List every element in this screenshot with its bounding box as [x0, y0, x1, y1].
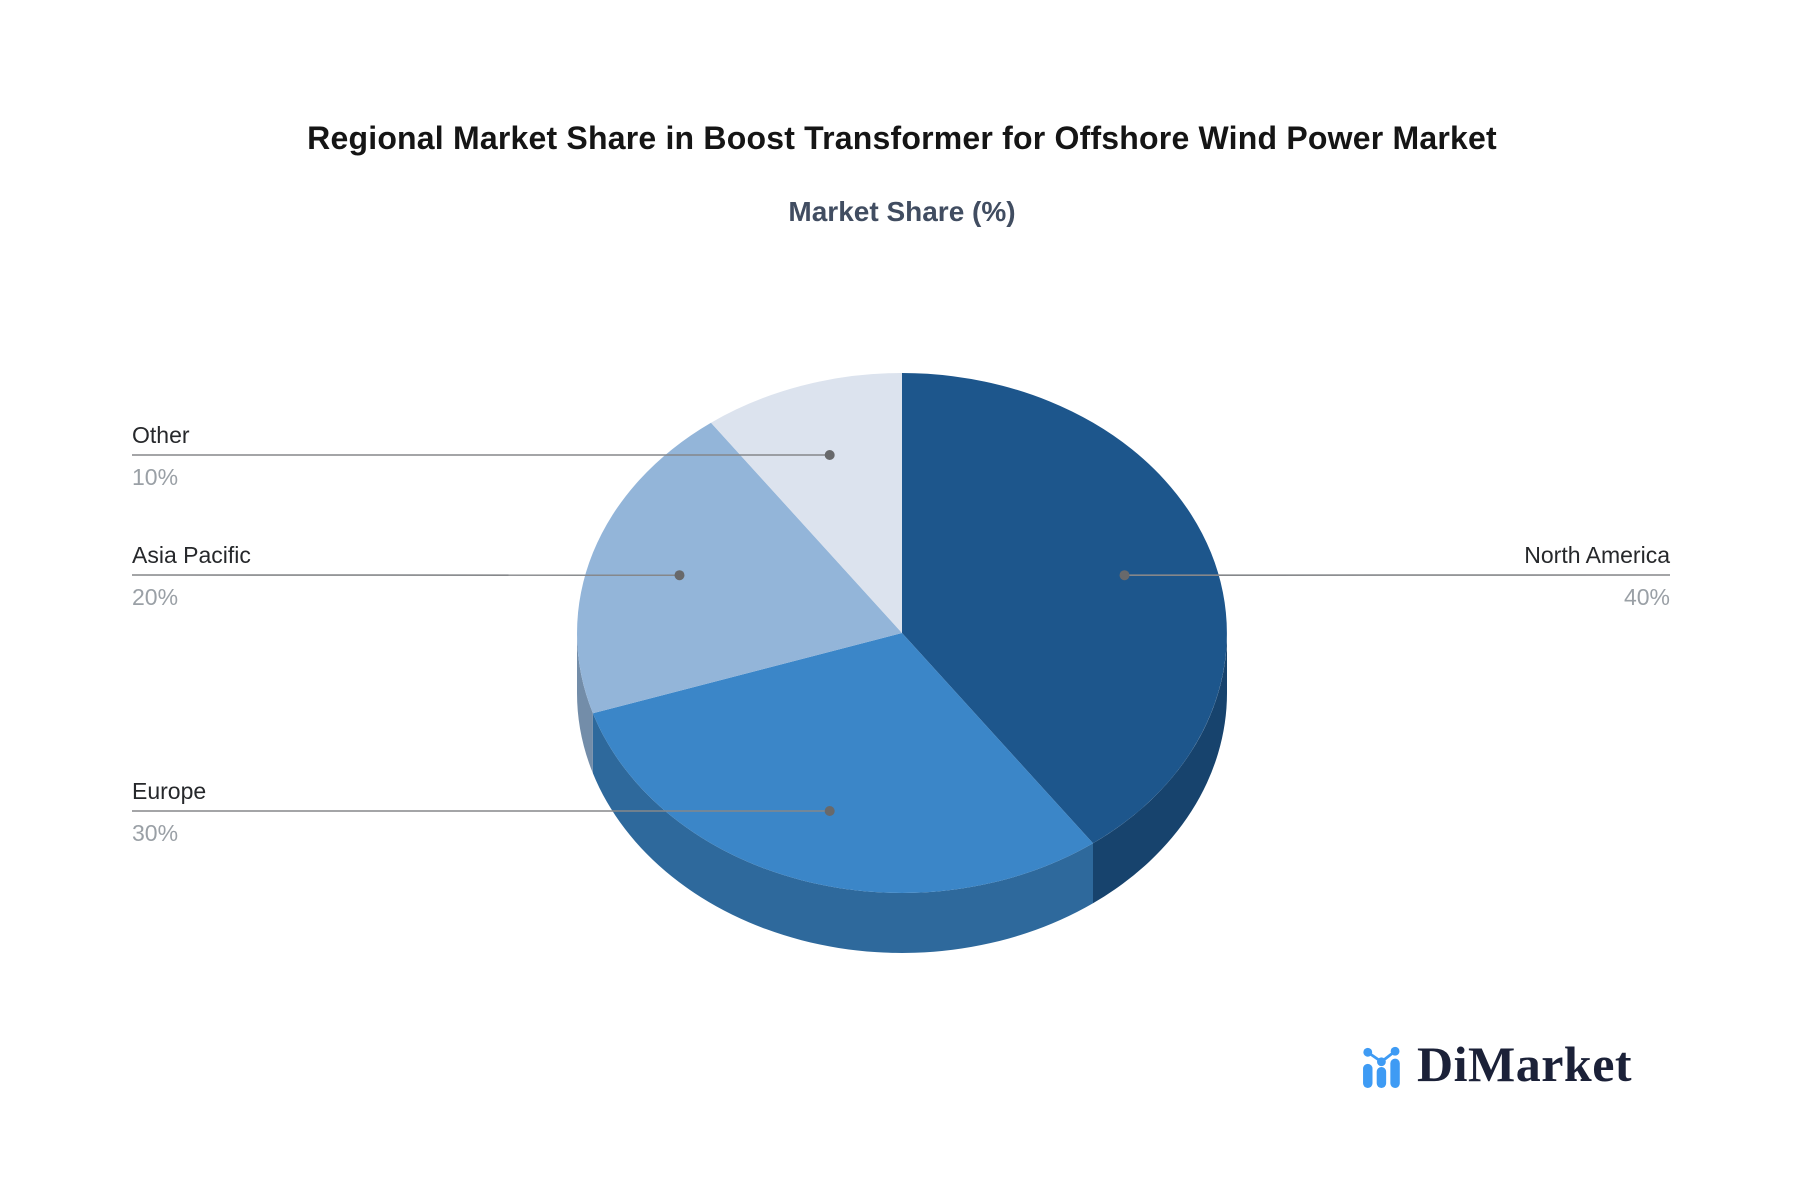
- pie-slice-north-america[interactable]: [902, 373, 1227, 844]
- pie-slice-side-asia-pacific[interactable]: [577, 633, 593, 774]
- pie-value-other: 10%: [132, 464, 179, 490]
- pie-label-europe: Europe: [132, 778, 207, 804]
- pie-value-north-america: 40%: [1623, 584, 1670, 610]
- pie-value-europe: 30%: [132, 820, 179, 846]
- bar-line-chart-icon: [1363, 1046, 1400, 1088]
- leader-dot: [674, 570, 685, 581]
- brand-name: DiMarket: [1417, 1036, 1633, 1092]
- pie-slice-europe[interactable]: [592, 633, 1093, 893]
- pie-slice-other[interactable]: [711, 373, 902, 633]
- pie-label-other: Other: [132, 422, 190, 448]
- leader-dot: [1119, 570, 1130, 581]
- pie-slice-side-north-america[interactable]: [1093, 633, 1227, 904]
- pie-label-north-america: North America: [1524, 542, 1670, 568]
- leader-dot: [824, 806, 835, 816]
- pie-slice-asia-pacific[interactable]: [577, 422, 902, 714]
- pie-value-asia-pacific: 20%: [132, 584, 179, 610]
- chart-subtitle: Market Share (%): [788, 196, 1016, 227]
- leader-dot: [824, 450, 835, 460]
- chart-title: Regional Market Share in Boost Transform…: [307, 120, 1497, 156]
- pie-slice-side-europe[interactable]: [592, 713, 1093, 953]
- pie-label-asia-pacific: Asia Pacific: [132, 542, 251, 568]
- brand-logo: DiMarket: [1363, 1036, 1633, 1092]
